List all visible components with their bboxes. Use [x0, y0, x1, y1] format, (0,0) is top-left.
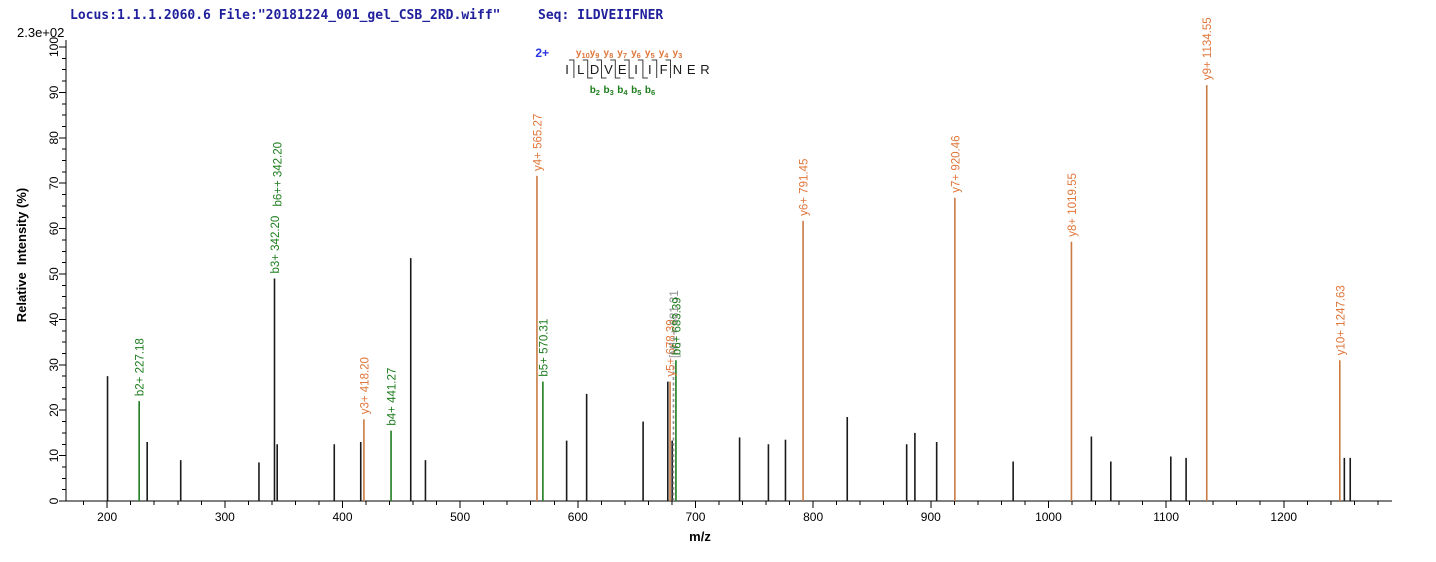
x-tick-label: 1000	[1035, 510, 1062, 524]
y-tick-label: 40	[47, 312, 61, 326]
y-tick-label: 0	[47, 497, 61, 504]
y-ion-tag: y4	[659, 48, 670, 60]
cleavage-mark	[610, 59, 621, 79]
b-ion-tag: b2	[590, 85, 600, 97]
cleavage-mark	[637, 59, 648, 79]
axes-layer: 0 10 20 30 40 50 60 70 80 90 100 200 300 400 500 600 700…	[47, 37, 1392, 524]
y-tick-label: 20	[47, 403, 61, 417]
peak-label: b3+ 342.20	[270, 216, 282, 274]
residue-letter: I	[634, 62, 638, 77]
peak-label: y7+ 920.46	[950, 135, 962, 192]
y-ion-tag: y6	[631, 48, 641, 60]
x-tick-label: 700	[685, 510, 705, 524]
residue-letter: E	[618, 62, 627, 77]
peak-label: y10+ 1247.63	[1335, 285, 1347, 355]
y-ion-tag: y9	[590, 48, 600, 60]
y-axis-title: Relative Intensity (%)	[14, 188, 29, 322]
residue-letter: F	[660, 62, 668, 77]
residue-letter: R	[700, 62, 709, 77]
b-ion-tag: b3	[604, 85, 614, 97]
peak-label: y3+ 418.20	[359, 357, 371, 414]
cleavage-mark	[582, 59, 593, 79]
header-bar: Locus:1.1.1.2060.6 File:"20181224_001_ge…	[0, 8, 1436, 26]
x-tick-label: 500	[450, 510, 470, 524]
x-tick-label: 300	[215, 510, 235, 524]
residue-letter: D	[590, 62, 599, 77]
x-tick-label: 1100	[1153, 510, 1179, 524]
sequence-label: Seq: ILDVEIIFNER	[538, 8, 664, 23]
intensity-scale-note: 2.3e+02	[17, 25, 64, 40]
x-tick-label: 1200	[1270, 510, 1297, 524]
y-tick-label: 90	[47, 85, 61, 99]
peak-label: b6+ 683.39	[671, 297, 683, 355]
peak-label: b6++ 342.20	[272, 142, 284, 207]
cleavage-mark	[568, 59, 575, 78]
residue-letter: I	[648, 62, 652, 77]
y-ion-tag: y8	[604, 48, 614, 60]
x-tick-label: 600	[568, 510, 588, 524]
y-tick-label: 80	[47, 131, 61, 145]
residue-letter: I	[565, 62, 569, 77]
peak-label: b2+ 227.18	[135, 338, 147, 396]
y-ion-tag: y10	[576, 48, 590, 60]
peak-label: [M]++ 681.31	[669, 290, 681, 358]
y-tick-label: 50	[47, 267, 61, 281]
x-tick-label: 900	[921, 510, 941, 524]
x-axis-title: m/z	[689, 529, 711, 544]
cleavage-mark	[624, 59, 635, 79]
locus-file-text: Locus:1.1.1.2060.6 File:"20181224_001_ge…	[70, 8, 501, 23]
peak-label: y9+ 1134.55	[1202, 17, 1214, 80]
cleavage-mark	[665, 59, 671, 78]
y-ion-tag: y5	[645, 48, 655, 60]
y-tick-label: 10	[47, 449, 61, 463]
y-tick-label: 70	[47, 176, 61, 190]
peak-label: b5+ 570.31	[538, 319, 550, 377]
b-ion-tag: b5	[631, 85, 641, 97]
peak-label: y4+ 565.27	[532, 114, 544, 171]
residue-letter: V	[604, 62, 613, 77]
x-tick-label: 400	[332, 510, 352, 524]
residue-letter: L	[577, 62, 584, 77]
peak-label: b4+ 441.27	[387, 368, 399, 426]
peaks-layer	[106, 85, 1352, 501]
residue-letter: E	[687, 62, 696, 77]
y-tick-label: 60	[47, 222, 61, 236]
x-tick-label: 800	[803, 510, 823, 524]
cleavage-mark	[596, 59, 607, 79]
y-ion-tag: y7	[617, 48, 627, 60]
peak-label: y8+ 1019.55	[1067, 173, 1079, 237]
b-ion-tag: b4	[617, 85, 628, 97]
cleavage-mark	[651, 59, 658, 78]
peak-label: y5+ 678.39	[666, 319, 678, 376]
x-tick-label: 200	[97, 510, 117, 524]
y-tick-label: 100	[47, 37, 61, 57]
b-ion-tag: b6	[645, 85, 655, 97]
y-ion-tag: y3	[673, 48, 683, 60]
peak-label: y6+ 791.45	[799, 159, 811, 216]
residue-letter: N	[673, 62, 682, 77]
peak-labels-layer: b2+ 227.18 b3+ 342.20 b6++ 342.20 y3+ 418.2…	[135, 17, 1348, 425]
precursor-charge: 2+	[535, 46, 549, 60]
y-tick-label: 30	[47, 358, 61, 372]
